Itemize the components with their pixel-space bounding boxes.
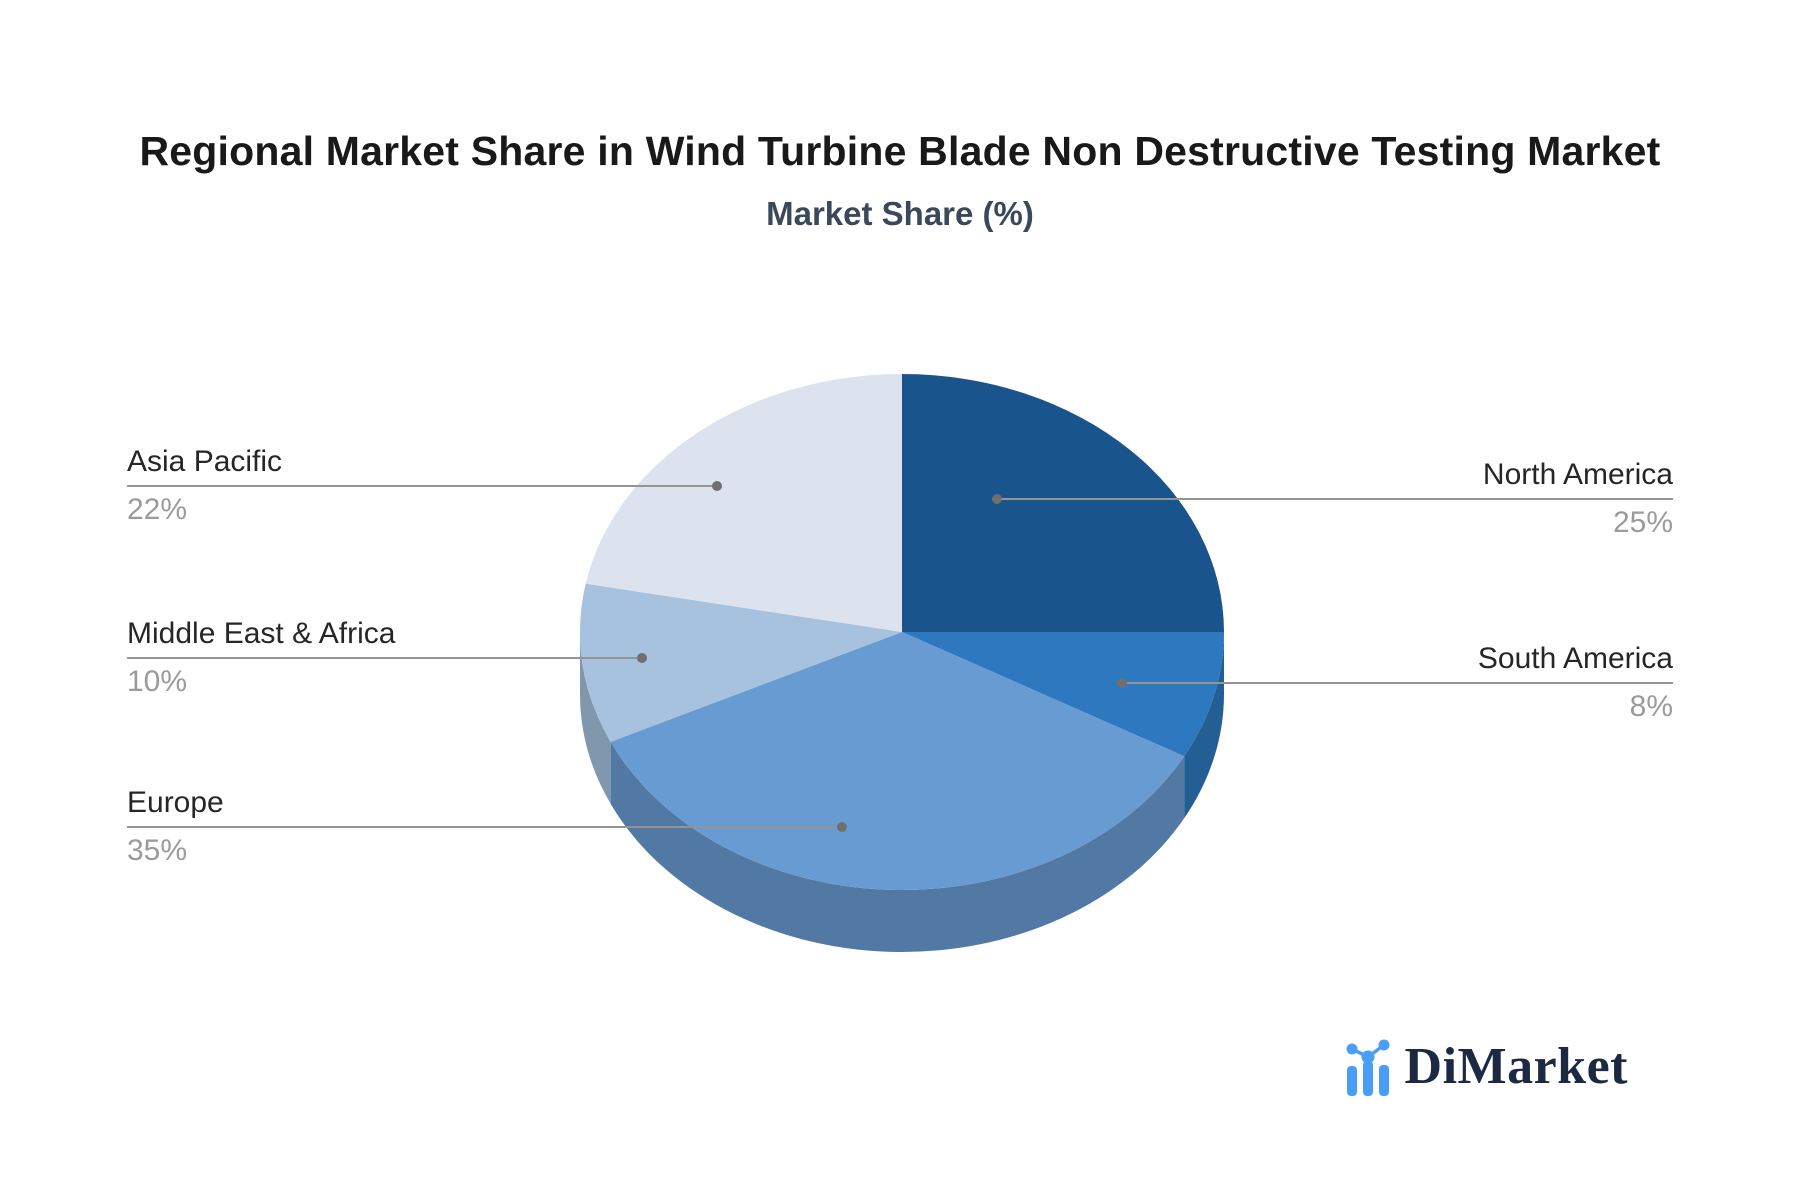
slice-label: North America [1482, 458, 1673, 491]
slice-label: Middle East & Africa [127, 617, 396, 650]
slice-value: 35% [127, 834, 188, 867]
callout-dot [1117, 678, 1127, 688]
callout-middle-east-africa: Middle East & Africa 10% [127, 616, 642, 700]
callout-north-america: North America 25% [997, 457, 1673, 541]
pie-slice-europe[interactable] [610, 632, 1185, 891]
slice-value: 8% [1629, 690, 1673, 723]
pie-slices [580, 374, 1224, 891]
slice-label: South America [1477, 642, 1673, 675]
chart-title: Regional Market Share in Wind Turbine Bl… [139, 128, 1661, 174]
slice-label: Europe [127, 786, 224, 819]
chart-header: Regional Market Share in Wind Turbine Bl… [0, 0, 1800, 233]
callout-dot [992, 494, 1002, 504]
slice-value: 10% [127, 665, 188, 698]
pie-3d-walls [580, 632, 1224, 953]
pie-slice-south-america[interactable] [902, 632, 1224, 757]
bar-chart-trend-icon [1346, 1039, 1390, 1096]
pie-slice-wall-2 [610, 741, 1185, 953]
callout-asia-pacific: Asia Pacific 22% [127, 444, 717, 528]
slice-value: 25% [1612, 506, 1673, 539]
pie-slice-asia-pacific[interactable] [585, 374, 902, 632]
pie-slice-middle-east-africa[interactable] [580, 583, 902, 742]
callout-dot [712, 481, 722, 491]
slice-label: Asia Pacific [127, 445, 283, 478]
slice-value: 22% [127, 493, 188, 526]
callout-dot [637, 653, 647, 663]
logo-text: DiMarket [1404, 1038, 1628, 1095]
dimarket-logo: DiMarket [1346, 1038, 1628, 1096]
pie-slice-north-america[interactable] [902, 374, 1224, 632]
callout-dot [837, 822, 847, 832]
pie-slice-wall-1 [1184, 632, 1224, 819]
callout-south-america: South America 8% [1122, 641, 1673, 725]
pie-slice-wall-3 [580, 632, 611, 804]
callout-europe: Europe 35% [127, 785, 842, 869]
callout-lines [127, 481, 1673, 832]
chart-subtitle: Market Share (%) [766, 195, 1034, 232]
